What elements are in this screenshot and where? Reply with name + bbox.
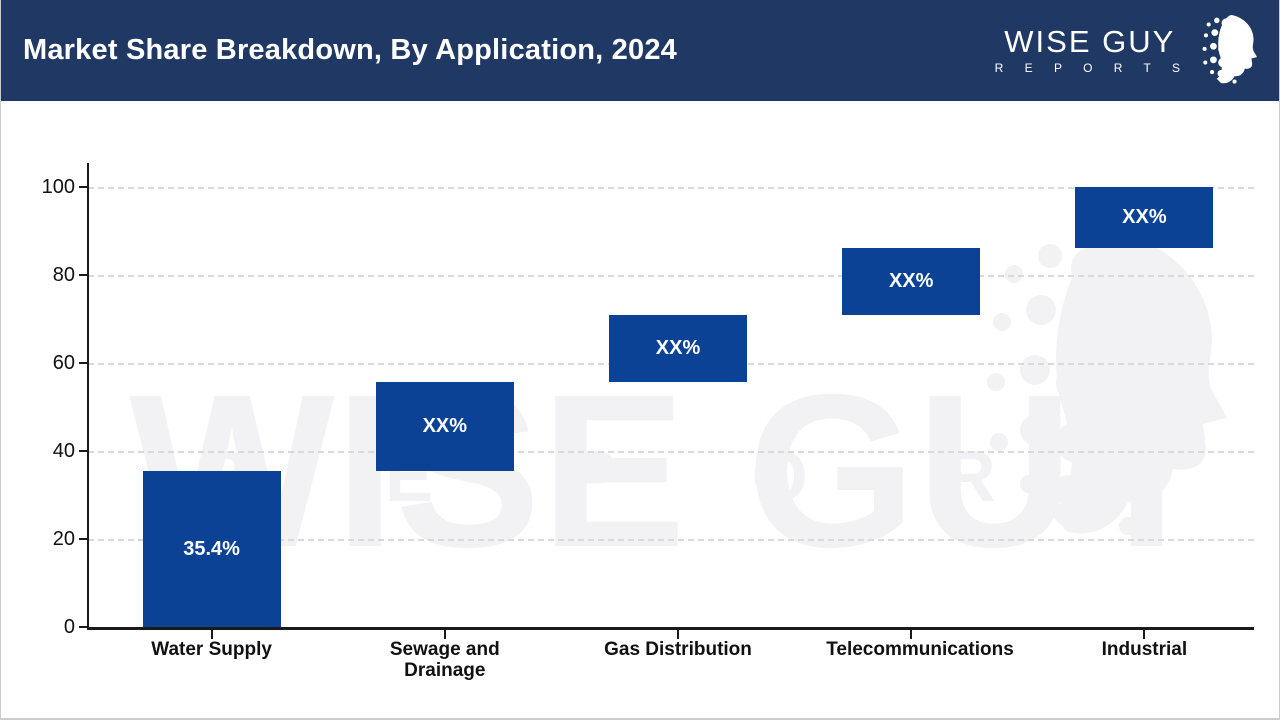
y-tick-mark-60 [79, 362, 88, 364]
y-tick-mark-80 [79, 274, 88, 276]
x-axis-line [87, 627, 1254, 630]
wise-guy-logo: WISE GUY R E P O R T S [991, 11, 1259, 91]
x-tick-mark-0 [210, 630, 213, 639]
logo-text: WISE GUY R E P O R T S [991, 26, 1189, 75]
y-tick-label-80: 80 [52, 264, 75, 286]
bar-water-supply: 35.4% [142, 471, 281, 627]
bar-telecommunications: XX% [842, 247, 981, 315]
x-axis-label-industrial: Industrial [1101, 639, 1188, 660]
y-tick-label-20: 20 [52, 528, 75, 550]
bar-value-label: XX% [888, 269, 934, 292]
gridline-40 [88, 451, 1254, 453]
bar-value-label: XX% [422, 415, 468, 438]
y-tick-label-100: 100 [41, 176, 75, 198]
watermark-wordmark: WISE GUY [129, 350, 1220, 593]
x-axis-label-sewage-and-drainage: Sewage and Drainage [389, 639, 500, 681]
logo-subtitle: R E P O R T S [994, 60, 1189, 75]
x-tick-mark-3 [910, 630, 913, 639]
x-axis-label-telecommunications: Telecommunications [826, 639, 1014, 660]
y-tick-mark-0 [79, 626, 88, 628]
bar-industrial: XX% [1075, 187, 1214, 248]
gridline-100 [88, 187, 1254, 189]
gridline-20 [88, 539, 1254, 541]
face-profile-dots-watermark-icon [987, 232, 1227, 535]
x-tick-mark-1 [443, 630, 446, 639]
bar-gas-distribution: XX% [609, 314, 747, 383]
y-axis-line [87, 163, 89, 630]
bar-value-label: XX% [655, 336, 701, 359]
bar-sewage-and-drainage: XX% [375, 382, 514, 472]
gridline-80 [88, 275, 1254, 277]
face-profile-dots-icon [1202, 14, 1257, 84]
bar-value-label: XX% [1122, 205, 1167, 228]
header-bar: Market Share Breakdown, By Application, … [1, 0, 1279, 101]
bar-value-label: 35.4% [183, 537, 240, 560]
y-tick-mark-40 [79, 450, 88, 452]
y-tick-mark-100 [79, 186, 88, 188]
x-axis-label-gas-distribution: Gas Distribution [604, 639, 752, 660]
x-tick-mark-4 [1143, 630, 1146, 639]
y-tick-label-40: 40 [52, 440, 75, 462]
logo-wordmark: WISE GUY [1004, 24, 1176, 60]
x-axis-label-water-supply: Water Supply [151, 639, 272, 660]
y-tick-label-60: 60 [52, 352, 75, 374]
page-title: Market Share Breakdown, By Application, … [23, 34, 677, 66]
y-tick-mark-20 [79, 538, 88, 540]
y-tick-label-0: 0 [63, 616, 75, 638]
x-tick-mark-2 [677, 630, 679, 639]
